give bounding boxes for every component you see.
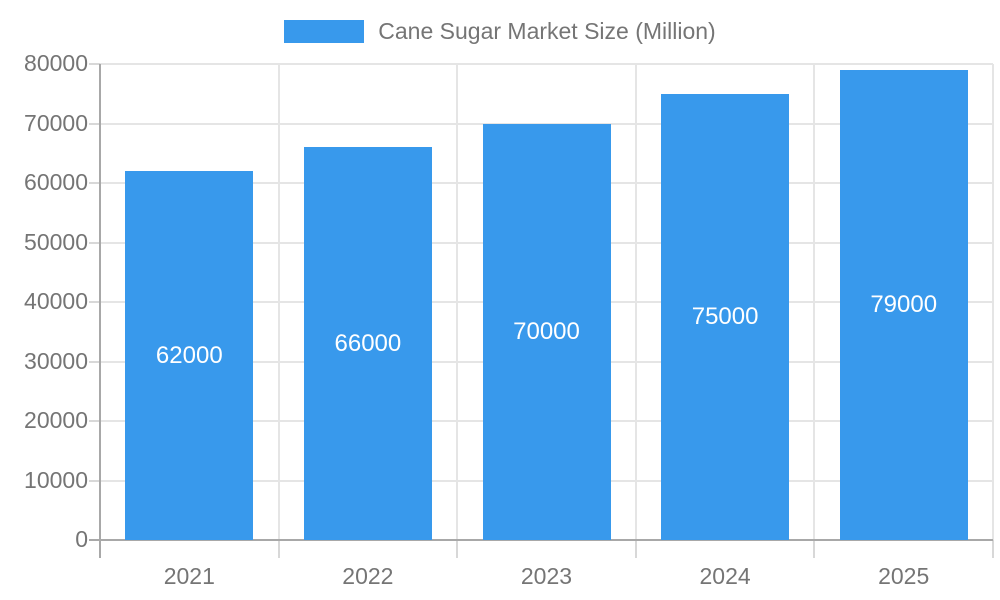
bar-value-label: 62000 [155,341,223,369]
v-gridline [992,64,994,540]
h-gridline [100,63,993,65]
x-axis-line [89,539,993,541]
y-tick [89,301,100,303]
bar-2023[interactable]: 70000 [482,123,611,540]
y-axis-label: 80000 [24,50,88,76]
legend: Cane Sugar Market Size (Million) [0,17,1000,45]
y-axis-label: 0 [75,526,88,552]
v-gridline [277,64,280,540]
bar-value-label: 75000 [691,302,759,330]
x-tick [456,540,459,558]
x-axis-label: 2023 [520,563,573,589]
y-axis-label: 20000 [24,407,88,433]
y-axis-label: 10000 [24,466,88,493]
bar-2022[interactable]: 66000 [303,147,432,540]
y-tick [89,182,100,184]
v-gridline [813,64,816,540]
x-tick [277,540,280,558]
v-gridline [456,64,459,540]
y-axis-label: 70000 [24,109,88,136]
x-axis-label: 2025 [878,563,930,589]
y-axis-label: 50000 [24,228,88,255]
y-tick [89,63,100,65]
x-axis-label: 2021 [163,563,215,589]
bar-value-label: 79000 [870,290,938,318]
x-tick [992,540,994,558]
bar-value-label: 66000 [334,329,402,357]
y-tick [89,241,100,244]
legend-label[interactable]: Cane Sugar Market Size (Million) [378,17,716,44]
x-axis-label: 2024 [699,563,751,589]
bar-2024[interactable]: 75000 [661,93,790,540]
y-tick [89,479,100,482]
x-tick [634,540,637,558]
y-axis-label: 60000 [24,169,88,195]
y-axis-label: 40000 [24,288,88,314]
bar-value-label: 70000 [513,317,580,345]
y-axis-line [99,64,101,557]
y-axis-label: 30000 [24,347,88,374]
y-tick [89,360,100,363]
v-gridline [634,64,637,540]
y-tick [89,420,100,422]
x-axis-label: 2022 [342,563,394,589]
x-tick [813,540,816,558]
y-tick [89,122,100,125]
bar-2021[interactable]: 62000 [125,171,254,540]
bar-2025[interactable]: 79000 [839,69,968,540]
legend-swatch[interactable] [284,19,365,43]
